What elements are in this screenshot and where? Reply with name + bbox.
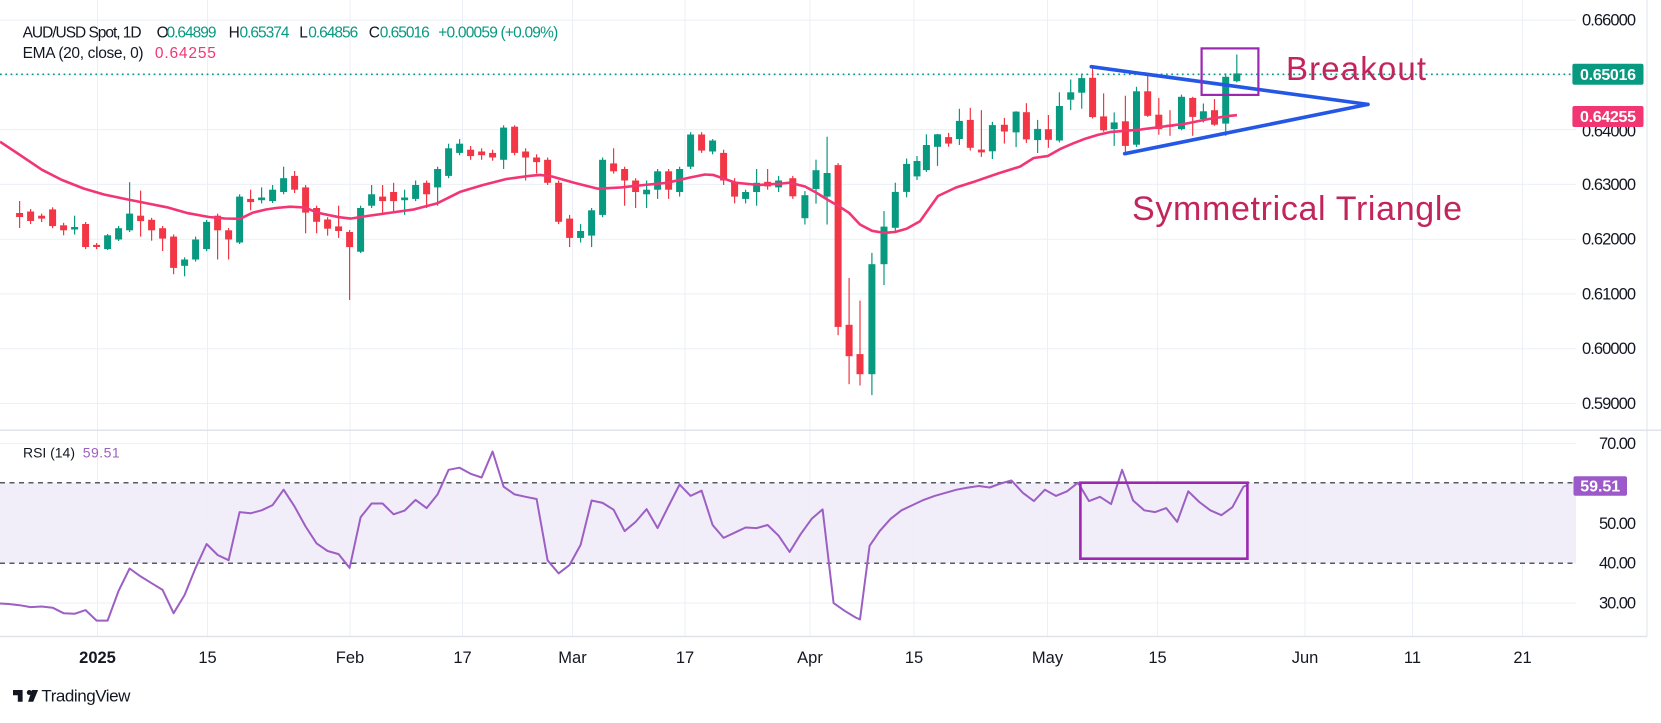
svg-text:AUD/USD Spot, 1D: AUD/USD Spot, 1D [23, 25, 142, 42]
svg-text:30.00: 30.00 [1599, 595, 1636, 613]
svg-text:L: L [299, 25, 308, 42]
svg-text:0.59000: 0.59000 [1582, 395, 1636, 413]
svg-text:O: O [157, 25, 169, 42]
svg-text:15: 15 [198, 649, 216, 667]
svg-text:Feb: Feb [336, 649, 364, 667]
svg-text:May: May [1032, 649, 1064, 667]
svg-text:RSI (14): RSI (14) [23, 445, 75, 461]
svg-text:40.00: 40.00 [1599, 554, 1636, 572]
svg-text:15: 15 [1148, 649, 1166, 667]
svg-text:0.64255: 0.64255 [1580, 109, 1636, 126]
svg-text:59.51: 59.51 [1580, 479, 1620, 496]
svg-text:0.65016: 0.65016 [380, 25, 430, 42]
svg-text:EMA (20, close, 0): EMA (20, close, 0) [23, 45, 144, 62]
svg-text:70.00: 70.00 [1599, 435, 1636, 453]
svg-text:H: H [229, 25, 240, 42]
svg-text:15: 15 [905, 649, 923, 667]
svg-text:0.61000: 0.61000 [1582, 285, 1636, 303]
svg-text:Jun: Jun [1292, 649, 1319, 667]
svg-text:17: 17 [453, 649, 471, 667]
svg-text:0.60000: 0.60000 [1582, 340, 1636, 358]
svg-text:Symmetrical Triangle: Symmetrical Triangle [1132, 190, 1462, 228]
svg-text:0.65016: 0.65016 [1580, 67, 1636, 84]
svg-text:0.63000: 0.63000 [1582, 176, 1636, 194]
svg-text:0.62000: 0.62000 [1582, 231, 1636, 249]
svg-text:59.51: 59.51 [83, 445, 120, 461]
svg-text:Apr: Apr [797, 649, 823, 667]
svg-text:C: C [369, 25, 380, 42]
svg-text:50.00: 50.00 [1599, 515, 1636, 533]
svg-text:0.64899: 0.64899 [167, 25, 217, 42]
svg-text:21: 21 [1513, 649, 1531, 667]
svg-text:2025: 2025 [79, 649, 116, 667]
svg-text:17: 17 [676, 649, 694, 667]
svg-text:0.66000: 0.66000 [1582, 12, 1636, 30]
svg-text:11: 11 [1404, 649, 1421, 667]
svg-text:Breakout: Breakout [1286, 50, 1426, 87]
svg-text:+0.00059 (+0.09%): +0.00059 (+0.09%) [438, 25, 558, 42]
svg-text:0.64255: 0.64255 [155, 45, 216, 62]
svg-text:0.65374: 0.65374 [240, 25, 290, 42]
svg-text:TradingView: TradingView [41, 687, 131, 706]
svg-text:Mar: Mar [558, 649, 587, 667]
svg-text:0.64856: 0.64856 [308, 25, 358, 42]
